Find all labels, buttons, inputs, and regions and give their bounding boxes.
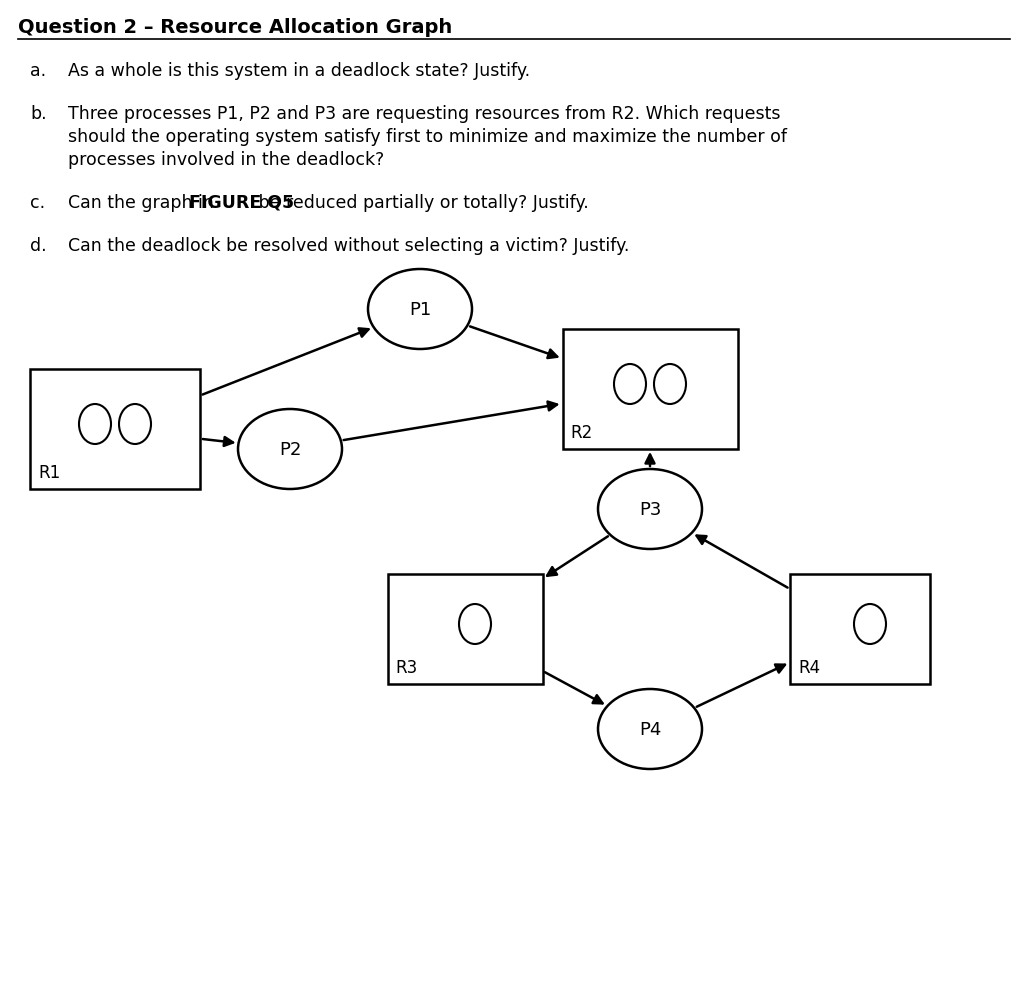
Ellipse shape — [598, 689, 702, 769]
Ellipse shape — [368, 270, 472, 350]
Text: P4: P4 — [639, 720, 662, 739]
Text: b.: b. — [30, 105, 47, 123]
Text: d.: d. — [30, 237, 47, 254]
Text: P1: P1 — [409, 301, 431, 318]
Text: Question 2 – Resource Allocation Graph: Question 2 – Resource Allocation Graph — [18, 18, 453, 36]
Bar — [30, 370, 200, 489]
Bar — [387, 575, 543, 684]
Bar — [790, 575, 930, 684]
Text: Three processes P1, P2 and P3 are requesting resources from R2. Which requests: Three processes P1, P2 and P3 are reques… — [68, 105, 780, 123]
Ellipse shape — [598, 469, 702, 549]
Text: FIGURE Q5: FIGURE Q5 — [188, 194, 294, 212]
Text: R2: R2 — [570, 424, 593, 442]
Text: P3: P3 — [639, 501, 662, 519]
Text: As a whole is this system in a deadlock state? Justify.: As a whole is this system in a deadlock … — [68, 62, 530, 80]
Text: R3: R3 — [395, 659, 418, 676]
Text: R4: R4 — [798, 659, 820, 676]
Text: Can the deadlock be resolved without selecting a victim? Justify.: Can the deadlock be resolved without sel… — [68, 237, 630, 254]
Text: processes involved in the deadlock?: processes involved in the deadlock? — [68, 151, 384, 169]
Text: be reduced partially or totally? Justify.: be reduced partially or totally? Justify… — [253, 194, 589, 212]
Bar — [562, 329, 737, 450]
Ellipse shape — [238, 409, 342, 489]
Text: should the operating system satisfy first to minimize and maximize the number of: should the operating system satisfy firs… — [68, 128, 787, 146]
Text: Can the graph in: Can the graph in — [68, 194, 219, 212]
Text: R1: R1 — [38, 463, 60, 481]
Text: a.: a. — [30, 62, 46, 80]
Text: P2: P2 — [279, 441, 301, 458]
Text: c.: c. — [30, 194, 45, 212]
